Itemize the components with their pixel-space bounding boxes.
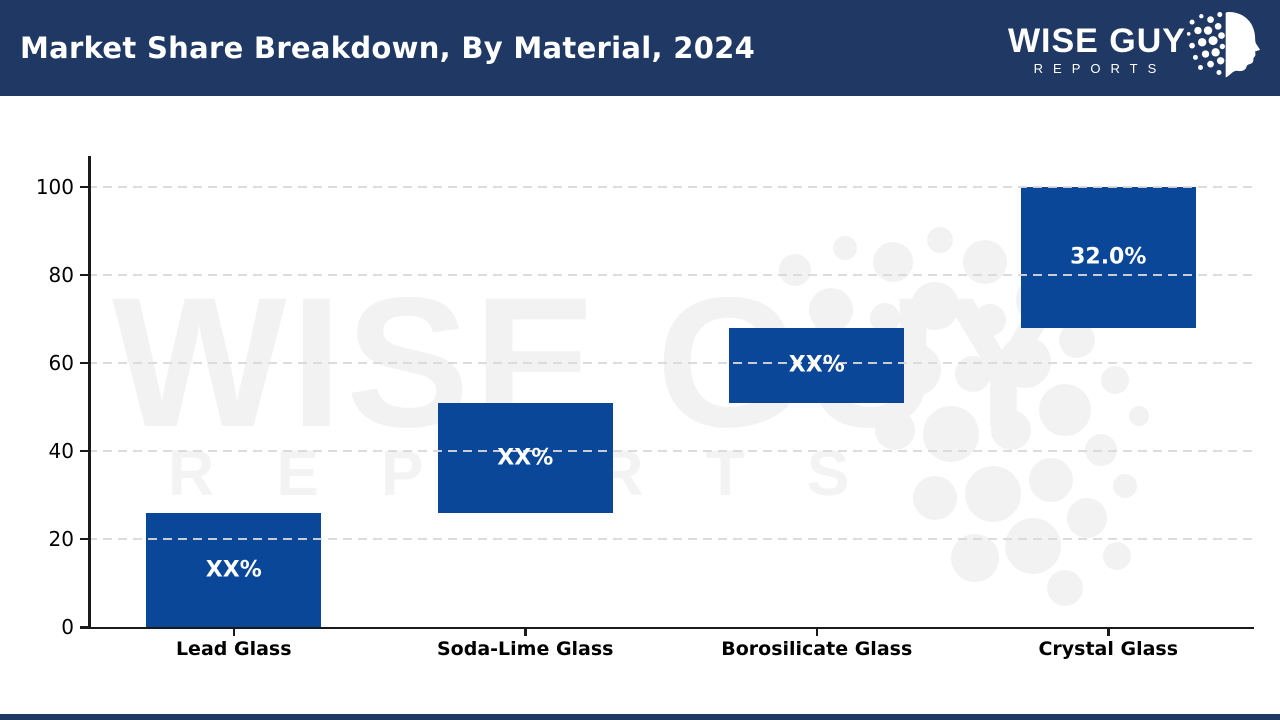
x-tick-label: Soda-Lime Glass xyxy=(436,638,614,660)
gridline-20 xyxy=(88,537,1254,540)
header-band: Market Share Breakdown, By Material, 202… xyxy=(0,0,1280,96)
y-tick-label: 80 xyxy=(48,262,74,287)
bar-value-label: XX% xyxy=(788,352,845,378)
bar-borosilicate-glass xyxy=(729,327,905,403)
y-tick-label: 40 xyxy=(48,438,74,463)
y-tick-label: 20 xyxy=(48,526,74,551)
y-tick-mark xyxy=(80,273,88,277)
y-tick-mark xyxy=(80,537,88,541)
y-axis-line xyxy=(88,156,91,629)
bar-value-label: XX% xyxy=(205,557,262,583)
y-tick-mark xyxy=(80,449,88,453)
gridline-100 xyxy=(88,185,1254,188)
bar-value-label: 32.0% xyxy=(1070,244,1147,270)
bar-value-label: XX% xyxy=(497,445,554,471)
logo-face-icon xyxy=(1186,11,1261,78)
bar-crystal-glass xyxy=(1020,186,1196,328)
x-axis-line xyxy=(88,626,1254,629)
x-tick-mark xyxy=(815,629,818,636)
y-tick-mark xyxy=(80,361,88,365)
x-tick-label: Lead Glass xyxy=(175,638,292,660)
y-tick-mark xyxy=(80,626,88,629)
brand-logo: WISE GUY REPORTS xyxy=(1008,6,1266,92)
logo-wordmark-line1: WISE GUY xyxy=(1007,21,1186,60)
y-tick-label: 60 xyxy=(48,350,74,375)
logo-wordmark: WISE GUY REPORTS xyxy=(1008,24,1186,75)
x-tick-label: Crystal Glass xyxy=(1038,638,1179,660)
chart-title: Market Share Breakdown, By Material, 202… xyxy=(20,31,756,65)
logo-wordmark-line2: REPORTS xyxy=(1033,60,1167,76)
y-tick-label: 100 xyxy=(35,174,74,199)
gridline-40 xyxy=(88,449,1254,452)
y-tick-mark xyxy=(80,185,88,189)
gridline-60 xyxy=(88,361,1254,364)
x-tick-mark xyxy=(524,629,527,636)
x-tick-mark xyxy=(232,629,235,636)
footer-band xyxy=(0,714,1280,720)
y-tick-label: 0 xyxy=(61,615,74,639)
x-tick-label: Borosilicate Glass xyxy=(721,638,913,660)
gridline-80 xyxy=(88,273,1254,276)
x-tick-mark xyxy=(1107,629,1110,636)
plot-area: XX% XX% XX% 32.0% xyxy=(88,156,1254,627)
bar-lead-glass xyxy=(146,512,322,627)
bar-soda-lime-glass xyxy=(437,402,613,513)
